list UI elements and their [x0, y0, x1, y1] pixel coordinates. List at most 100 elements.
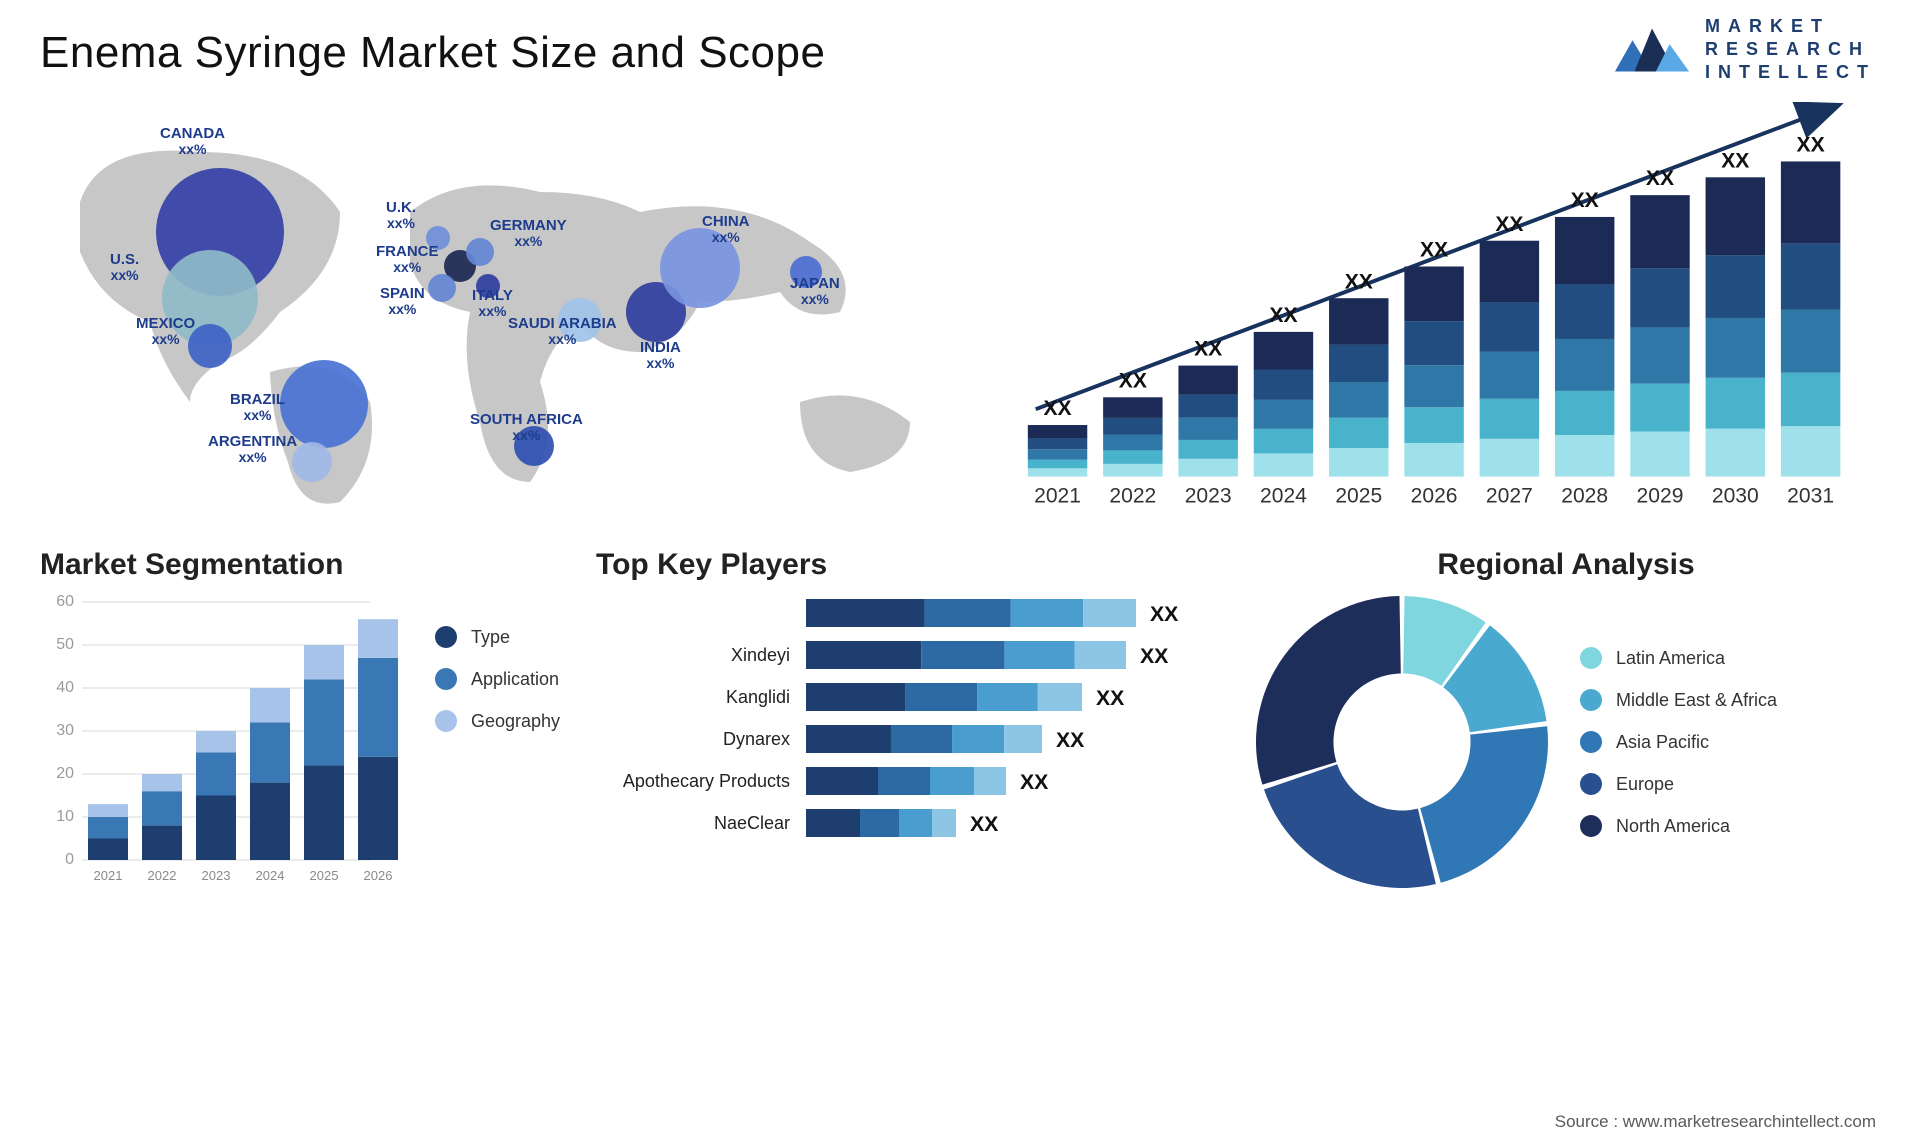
player-name-label: Kanglidi: [596, 676, 796, 718]
svg-text:2026: 2026: [1411, 484, 1458, 507]
svg-text:XX: XX: [1495, 213, 1523, 236]
svg-text:2022: 2022: [148, 868, 177, 883]
svg-text:2026: 2026: [364, 868, 393, 883]
svg-text:2030: 2030: [1712, 484, 1759, 507]
players-title: Top Key Players: [596, 548, 1216, 582]
world-map-svg: [40, 102, 960, 522]
segmentation-legend-item: Application: [435, 668, 560, 690]
player-name-label: Xindeyi: [596, 634, 796, 676]
svg-text:2029: 2029: [1637, 484, 1684, 507]
svg-text:20: 20: [56, 765, 74, 782]
legend-label: Europe: [1616, 774, 1674, 795]
svg-text:XX: XX: [1646, 167, 1674, 190]
svg-text:XX: XX: [970, 812, 998, 836]
svg-text:XX: XX: [1345, 270, 1373, 293]
svg-text:10: 10: [56, 808, 74, 825]
players-body: XindeyiKanglidiDynarexApothecary Product…: [596, 592, 1216, 892]
svg-text:XX: XX: [1096, 686, 1124, 710]
legend-swatch-icon: [1580, 647, 1602, 669]
page-title: Enema Syringe Market Size and Scope: [40, 28, 1880, 78]
legend-swatch-icon: [1580, 773, 1602, 795]
player-name-label: NaeClear: [596, 802, 796, 844]
player-name-label: Apothecary Products: [596, 760, 796, 802]
growth-chart-svg: XX 2021 XX 2022 XX 2023 XX 2024 XX 2025 XX 2026 XX 20…: [1008, 102, 1880, 518]
legend-label: Geography: [471, 711, 560, 732]
svg-text:XX: XX: [1150, 602, 1178, 626]
legend-swatch-icon: [435, 668, 457, 690]
svg-text:2021: 2021: [1034, 484, 1081, 507]
svg-text:2028: 2028: [1561, 484, 1608, 507]
bottom-row: Market Segmentation 0 10 20 30 40 50 60 2021 202…: [40, 548, 1880, 928]
svg-text:2022: 2022: [1109, 484, 1156, 507]
regional-donut: [1252, 592, 1552, 892]
logo-text: MARKET RESEARCH INTELLECT: [1705, 16, 1876, 83]
regional-legend-item: Latin America: [1580, 647, 1777, 669]
segmentation-legend-item: Geography: [435, 710, 560, 732]
segmentation-legend: Type Application Geography: [435, 626, 560, 732]
logo-line-1: MARKET: [1705, 16, 1876, 37]
players-svg: XX XX XX XX XX XX: [806, 592, 1216, 892]
players-panel: Top Key Players XindeyiKanglidiDynarexAp…: [596, 548, 1216, 928]
top-row: CANADAxx%U.S.xx%MEXICOxx%BRAZILxx%ARGENT…: [40, 102, 1880, 522]
regional-legend: Latin America Middle East & Africa Asia Pa…: [1580, 647, 1777, 837]
svg-text:2025: 2025: [310, 868, 339, 883]
legend-swatch-icon: [1580, 731, 1602, 753]
players-bars: XX XX XX XX XX XX: [806, 592, 1216, 892]
legend-label: North America: [1616, 816, 1730, 837]
legend-label: Asia Pacific: [1616, 732, 1709, 753]
player-name-label: [596, 592, 796, 634]
svg-text:XX: XX: [1269, 304, 1297, 327]
svg-text:2023: 2023: [1185, 484, 1232, 507]
legend-swatch-icon: [435, 626, 457, 648]
brand-logo: MARKET RESEARCH INTELLECT: [1613, 16, 1876, 83]
logo-line-2: RESEARCH: [1705, 39, 1876, 60]
svg-text:XX: XX: [1140, 644, 1168, 668]
players-labels: XindeyiKanglidiDynarexApothecary Product…: [596, 592, 796, 892]
growth-chart: XX 2021 XX 2022 XX 2023 XX 2024 XX 2025 XX 2026 XX 20…: [1008, 102, 1880, 522]
svg-text:60: 60: [56, 593, 74, 610]
donut-svg: [1252, 592, 1552, 892]
source-label: Source : www.marketresearchintellect.com: [1555, 1112, 1876, 1132]
segmentation-legend-item: Type: [435, 626, 560, 648]
page-root: Enema Syringe Market Size and Scope MARK…: [0, 0, 1920, 1146]
svg-text:XX: XX: [1043, 397, 1071, 420]
svg-text:2027: 2027: [1486, 484, 1533, 507]
regional-panel: Regional Analysis Latin America Middle Ea…: [1252, 548, 1880, 928]
legend-label: Type: [471, 627, 510, 648]
legend-label: Latin America: [1616, 648, 1725, 669]
svg-text:50: 50: [56, 636, 74, 653]
svg-text:2024: 2024: [1260, 484, 1307, 507]
segmentation-panel: Market Segmentation 0 10 20 30 40 50 60 2021 202…: [40, 548, 560, 928]
segmentation-chart: 0 10 20 30 40 50 60 2021 2022 2023 2024 2025 2026 Ty…: [40, 592, 560, 892]
svg-text:XX: XX: [1721, 149, 1749, 172]
legend-swatch-icon: [1580, 815, 1602, 837]
legend-label: Application: [471, 669, 559, 690]
legend-label: Middle East & Africa: [1616, 690, 1777, 711]
regional-body: Latin America Middle East & Africa Asia Pa…: [1252, 592, 1880, 892]
svg-text:2023: 2023: [202, 868, 231, 883]
segmentation-title: Market Segmentation: [40, 548, 560, 582]
svg-text:XX: XX: [1194, 338, 1222, 361]
legend-swatch-icon: [435, 710, 457, 732]
regional-title: Regional Analysis: [1252, 548, 1880, 582]
svg-text:30: 30: [56, 722, 74, 739]
legend-swatch-icon: [1580, 689, 1602, 711]
svg-text:XX: XX: [1420, 239, 1448, 262]
regional-legend-item: Europe: [1580, 773, 1777, 795]
svg-text:40: 40: [56, 679, 74, 696]
logo-mark-icon: [1613, 18, 1691, 82]
svg-text:2024: 2024: [256, 868, 285, 883]
svg-text:0: 0: [65, 851, 74, 868]
svg-text:2025: 2025: [1335, 484, 1382, 507]
svg-text:XX: XX: [1056, 728, 1084, 752]
regional-legend-item: North America: [1580, 815, 1777, 837]
player-name-label: Dynarex: [596, 718, 796, 760]
world-map: CANADAxx%U.S.xx%MEXICOxx%BRAZILxx%ARGENT…: [40, 102, 960, 522]
regional-legend-item: Asia Pacific: [1580, 731, 1777, 753]
svg-text:XX: XX: [1020, 770, 1048, 794]
svg-text:XX: XX: [1797, 134, 1825, 157]
svg-text:XX: XX: [1119, 369, 1147, 392]
svg-text:2031: 2031: [1787, 484, 1834, 507]
regional-legend-item: Middle East & Africa: [1580, 689, 1777, 711]
svg-text:2021: 2021: [94, 868, 123, 883]
